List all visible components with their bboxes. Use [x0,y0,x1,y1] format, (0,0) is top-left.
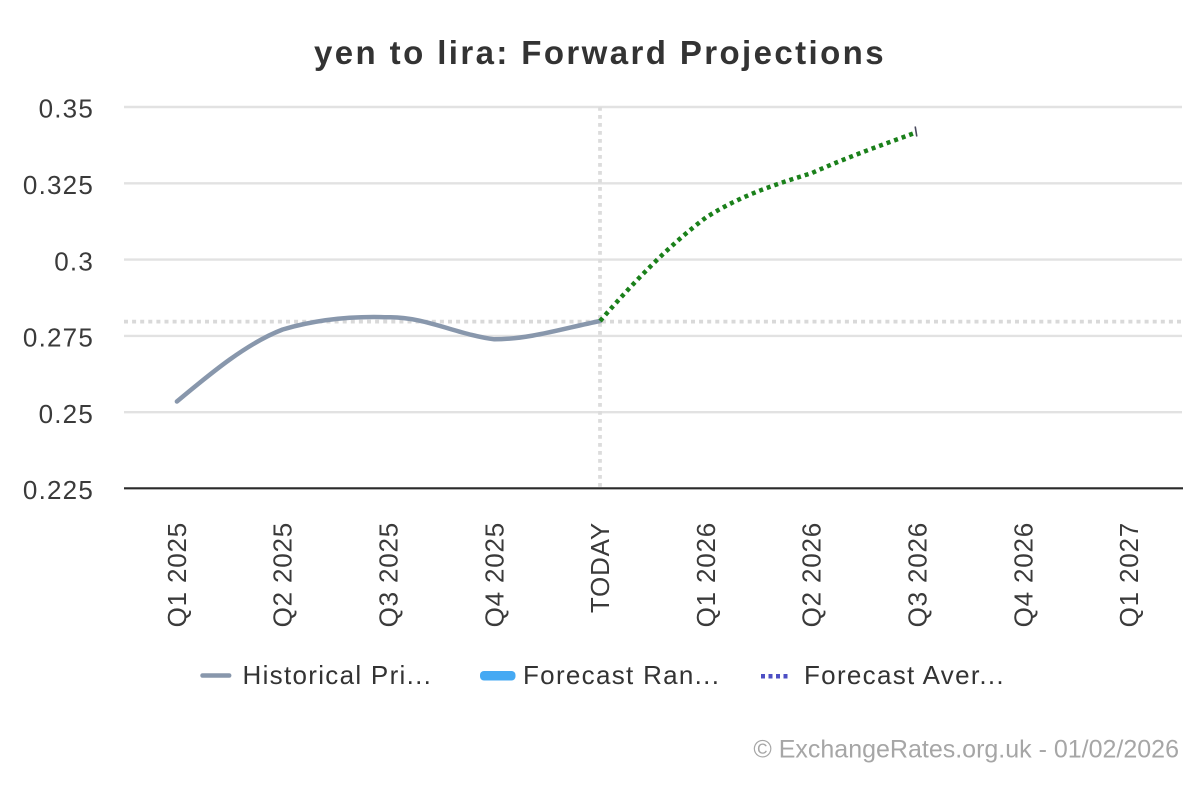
svg-text:Q1 2027: Q1 2027 [1114,522,1144,627]
svg-text:Q4 2025: Q4 2025 [479,522,509,627]
svg-text:Q2 2026: Q2 2026 [797,522,827,627]
svg-text:Forecast Ran...: Forecast Ran... [523,660,720,690]
svg-text:Historical Pri...: Historical Pri... [243,660,433,690]
svg-text:Q3 2025: Q3 2025 [374,522,404,627]
svg-text:Q3 2026: Q3 2026 [903,522,933,627]
svg-text:Q4 2026: Q4 2026 [1008,522,1038,627]
svg-text:0.275: 0.275 [23,323,94,353]
svg-text:0.25: 0.25 [39,399,94,429]
svg-text:Forecast Aver...: Forecast Aver... [804,660,1005,690]
svg-text:0.325: 0.325 [23,170,94,200]
svg-text:Q1 2026: Q1 2026 [691,522,721,627]
svg-text:yen to lira: Forward Projectio: yen to lira: Forward Projections [314,34,886,71]
svg-text:© ExchangeRates.org.uk - 01/02: © ExchangeRates.org.uk - 01/02/2026 [753,736,1179,764]
svg-text:0.35: 0.35 [39,94,94,124]
svg-text:Q2 2025: Q2 2025 [268,522,298,627]
svg-text:0.3: 0.3 [54,246,94,276]
svg-text:TODAY: TODAY [585,522,615,613]
svg-text:0.225: 0.225 [23,475,94,505]
svg-text:Q1 2025: Q1 2025 [162,522,192,627]
